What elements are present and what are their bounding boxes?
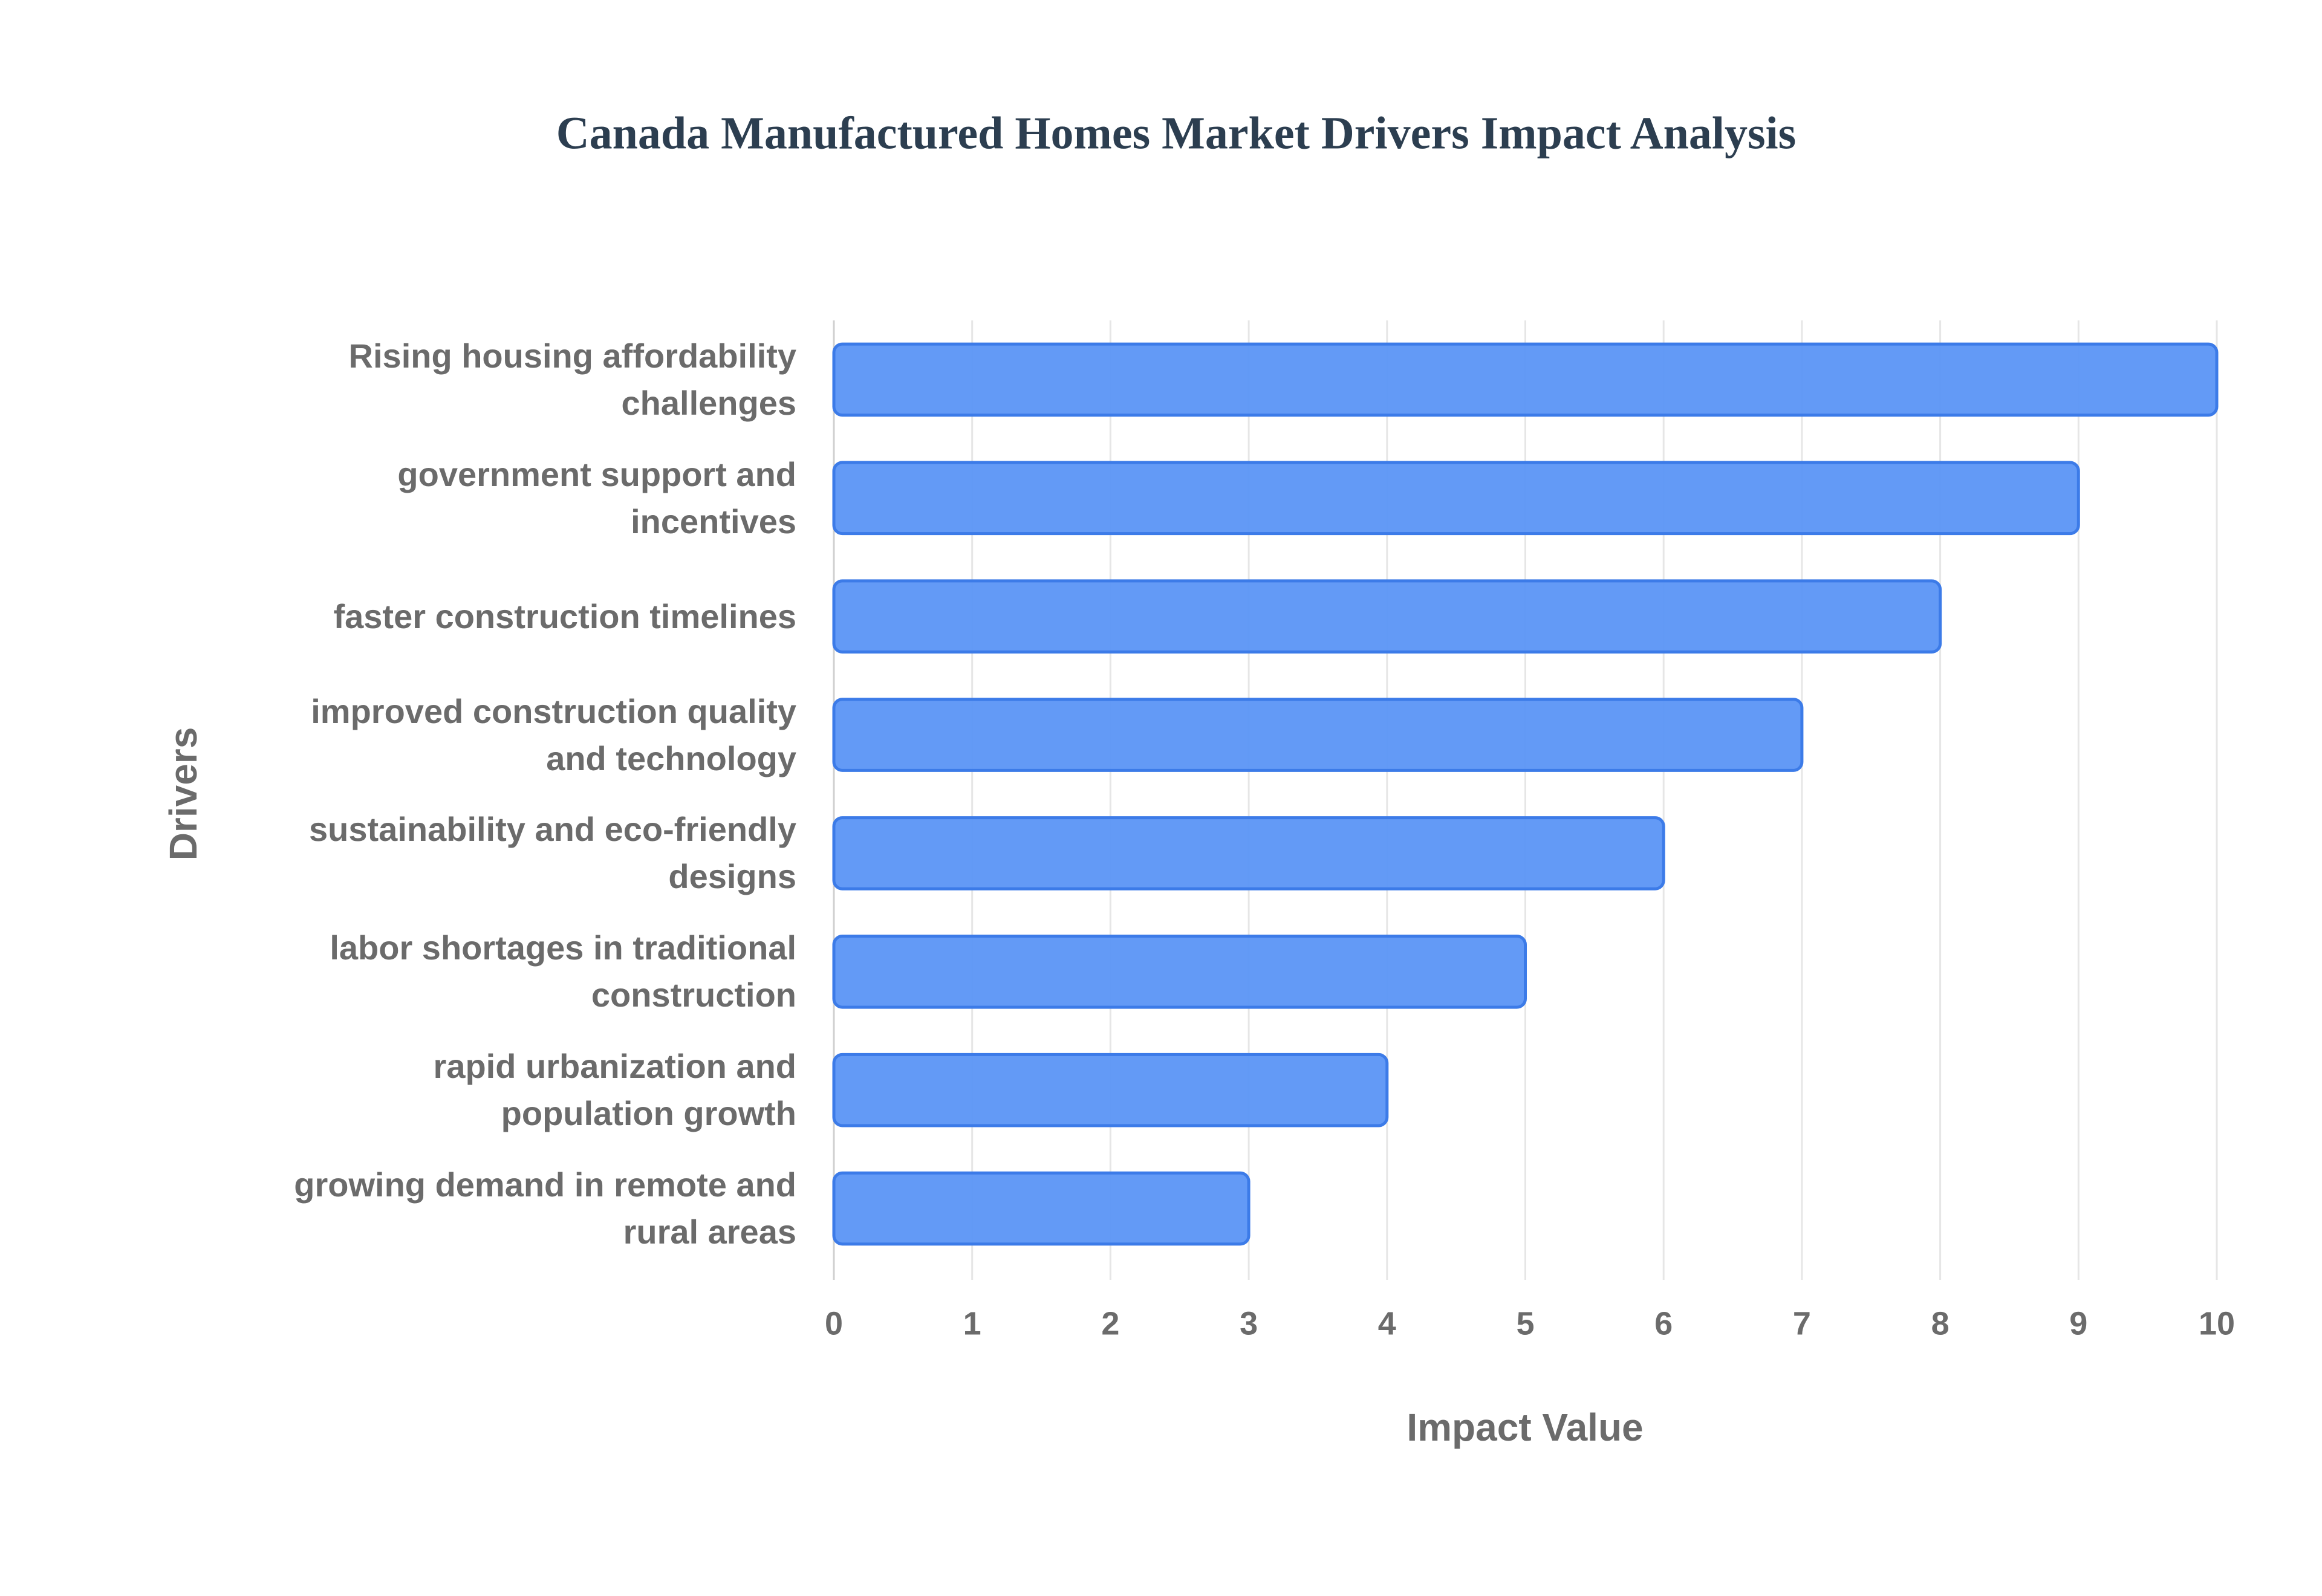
x-tick-label: 10 xyxy=(2199,1305,2235,1341)
x-axis-title: Impact Value xyxy=(1407,1406,1643,1449)
x-tick-label: 6 xyxy=(1654,1305,1673,1341)
y-tick-label: Rising housing affordability challenges xyxy=(348,336,796,422)
x-tick-label: 0 xyxy=(825,1305,843,1341)
y-tick-label: rapid urbanization and population growth xyxy=(433,1047,796,1133)
x-tick-label: 8 xyxy=(1931,1305,1950,1341)
bar xyxy=(832,579,1942,654)
bar xyxy=(832,461,2080,536)
y-tick-label: labor shortages in traditional construct… xyxy=(330,929,796,1014)
y-axis-title: Drivers xyxy=(161,727,205,861)
bar xyxy=(832,1053,1389,1127)
y-tick-label: growing demand in remote and rural areas xyxy=(294,1166,796,1251)
bar xyxy=(832,342,2219,417)
x-tick-label: 3 xyxy=(1240,1305,1258,1341)
y-tick-label: faster construction timelines xyxy=(333,597,796,635)
y-tick-label: government support and incentives xyxy=(397,455,796,540)
bar xyxy=(832,816,1665,890)
bar xyxy=(832,935,1527,1009)
y-tick-label: sustainability and eco-friendly designs xyxy=(309,810,796,896)
x-tick-label: 2 xyxy=(1101,1305,1119,1341)
x-tick-label: 1 xyxy=(963,1305,981,1341)
x-tick-label: 7 xyxy=(1793,1305,1811,1341)
y-tick-label: improved construction quality and techno… xyxy=(311,692,796,777)
x-tick-label: 9 xyxy=(2069,1305,2087,1341)
chart-title: Canada Manufactured Homes Market Drivers… xyxy=(556,108,1796,158)
bar xyxy=(832,698,1804,772)
x-tick-label: 5 xyxy=(1516,1305,1534,1341)
x-tick-label: 4 xyxy=(1378,1305,1396,1341)
bar xyxy=(832,1171,1250,1246)
